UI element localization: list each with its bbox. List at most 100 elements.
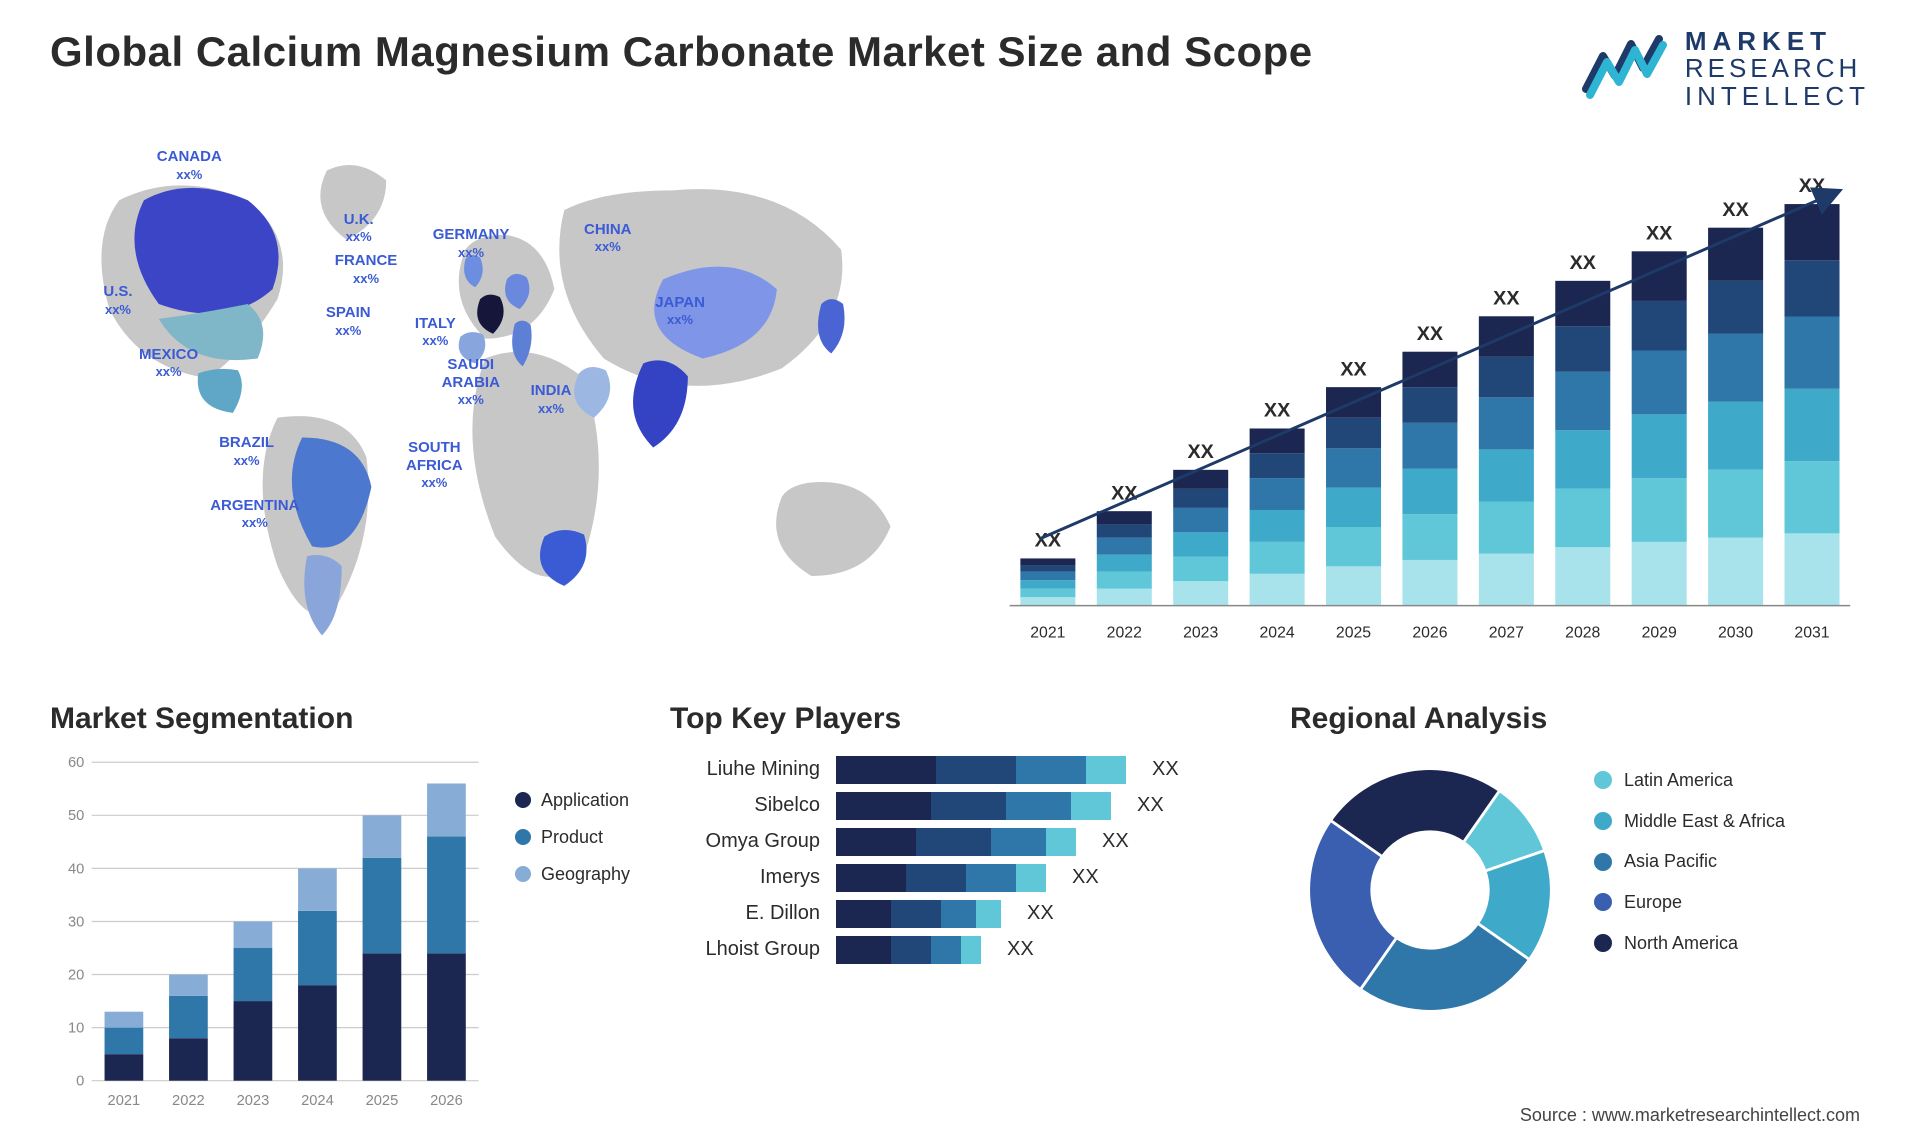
svg-text:2026: 2026	[1412, 624, 1447, 641]
player-value: XX	[1007, 938, 1034, 961]
player-row: SibelcoXX	[670, 792, 1250, 820]
bottom-row: Market Segmentation 01020304050602021202…	[50, 702, 1870, 1082]
svg-text:2023: 2023	[237, 1093, 270, 1109]
svg-text:XX: XX	[1493, 287, 1520, 309]
donut-legend-item: Latin America	[1594, 770, 1785, 791]
svg-text:XX: XX	[1417, 323, 1444, 345]
players-title: Top Key Players	[670, 702, 1250, 736]
source-attribution: Source : www.marketresearchintellect.com	[1520, 1105, 1860, 1126]
swatch-icon	[1594, 853, 1612, 871]
seg-legend-item: Product	[515, 827, 630, 848]
player-bar	[836, 864, 1046, 892]
player-value: XX	[1152, 758, 1179, 781]
growth-chart-panel: XX 2021 XX 2022 XX 2023 XX 2024 XX 2025 XX 2026 XX 20…	[980, 138, 1870, 658]
player-name: Omya Group	[670, 830, 820, 853]
donut-legend-item: Europe	[1594, 892, 1785, 913]
svg-text:2022: 2022	[1107, 624, 1142, 641]
svg-text:30: 30	[68, 914, 84, 930]
player-value: XX	[1102, 830, 1129, 853]
svg-text:50: 50	[68, 808, 84, 824]
map-label-france: FRANCExx%	[335, 252, 398, 287]
swatch-icon	[1594, 893, 1612, 911]
map-label-canada: CANADAxx%	[157, 148, 222, 183]
svg-text:XX: XX	[1570, 252, 1597, 274]
player-bar	[836, 828, 1076, 856]
player-name: Imerys	[670, 866, 820, 889]
svg-text:60: 60	[68, 755, 84, 771]
donut-legend-item: Asia Pacific	[1594, 851, 1785, 872]
svg-text:XX: XX	[1188, 441, 1215, 463]
logo-mark-icon	[1581, 34, 1671, 104]
svg-text:2024: 2024	[301, 1093, 334, 1109]
svg-text:2027: 2027	[1489, 624, 1524, 641]
svg-text:XX: XX	[1722, 199, 1749, 221]
map-label-spain: SPAINxx%	[326, 304, 371, 339]
donut-legend-item: Middle East & Africa	[1594, 811, 1785, 832]
svg-text:2025: 2025	[1336, 624, 1371, 641]
svg-text:2030: 2030	[1718, 624, 1753, 641]
player-name: Liuhe Mining	[670, 758, 820, 781]
segmentation-title: Market Segmentation	[50, 702, 630, 736]
regional-title: Regional Analysis	[1290, 702, 1870, 736]
page-header: Global Calcium Magnesium Carbonate Marke…	[50, 28, 1870, 110]
map-label-india: INDIAxx%	[531, 382, 572, 417]
player-bar	[836, 756, 1126, 784]
swatch-icon	[515, 866, 531, 882]
player-name: E. Dillon	[670, 902, 820, 925]
svg-text:XX: XX	[1799, 175, 1826, 197]
map-label-u-s-: U.S.xx%	[103, 283, 132, 318]
map-label-china: CHINAxx%	[584, 221, 632, 256]
top-row: CANADAxx% U.S.xx%MEXICOxx% BRAZILxx% ARGENT…	[50, 138, 1870, 658]
map-label-argentina: ARGENTINAxx%	[210, 497, 299, 532]
map-label-mexico: MEXICOxx%	[139, 346, 198, 381]
swatch-icon	[1594, 771, 1612, 789]
page-title: Global Calcium Magnesium Carbonate Marke…	[50, 28, 1313, 76]
seg-legend-item: Application	[515, 790, 630, 811]
svg-text:2024: 2024	[1260, 624, 1295, 641]
players-panel: Top Key Players Liuhe MiningXXSibelcoXXO…	[670, 702, 1250, 1082]
brand-logo: MARKET RESEARCH INTELLECT	[1581, 28, 1870, 110]
map-label-south-africa: SOUTHAFRICAxx%	[406, 439, 463, 491]
svg-text:2023: 2023	[1183, 624, 1218, 641]
player-row: Imerys XX	[670, 864, 1250, 892]
donut-legend-item: North America	[1594, 933, 1785, 954]
swatch-icon	[515, 792, 531, 808]
player-bar	[836, 936, 981, 964]
svg-text:2028: 2028	[1565, 624, 1600, 641]
svg-text:2029: 2029	[1642, 624, 1677, 641]
map-label-brazil: BRAZILxx%	[219, 434, 274, 469]
map-label-u-k-: U.K.xx%	[344, 211, 374, 246]
player-row: Liuhe Mining XX	[670, 756, 1250, 784]
growth-chart: XX 2021 XX 2022 XX 2023 XX 2024 XX 2025 XX 2026 XX 20…	[980, 138, 1870, 658]
players-chart: Liuhe MiningXXSibelcoXXOmya GroupXXImery…	[670, 750, 1250, 964]
map-label-saudi-arabia: SAUDIARABIAxx%	[442, 356, 500, 408]
swatch-icon	[515, 829, 531, 845]
swatch-icon	[1594, 812, 1612, 830]
segmentation-panel: Market Segmentation 01020304050602021202…	[50, 702, 630, 1082]
svg-text:2026: 2026	[430, 1093, 463, 1109]
player-bar	[836, 900, 1001, 928]
regional-donut-chart	[1290, 750, 1570, 1030]
svg-text:20: 20	[68, 967, 84, 983]
swatch-icon	[1594, 934, 1612, 952]
map-label-italy: ITALYxx%	[415, 315, 456, 350]
svg-text:2021: 2021	[108, 1093, 141, 1109]
svg-text:2022: 2022	[172, 1093, 205, 1109]
player-value: XX	[1137, 794, 1164, 817]
svg-text:10: 10	[68, 1020, 84, 1036]
svg-text:2025: 2025	[366, 1093, 399, 1109]
svg-text:XX: XX	[1340, 358, 1367, 380]
svg-text:XX: XX	[1264, 400, 1291, 422]
player-value: XX	[1027, 902, 1054, 925]
svg-text:2031: 2031	[1794, 624, 1829, 641]
regional-legend: Latin America Middle East & Africa Asia Pa…	[1594, 750, 1785, 953]
svg-text:0: 0	[76, 1073, 84, 1089]
logo-text: MARKET RESEARCH INTELLECT	[1685, 28, 1870, 110]
seg-legend-item: Geography	[515, 864, 630, 885]
segmentation-chart: 0102030405060202120222023202420252026	[50, 750, 491, 1117]
svg-text:2021: 2021	[1030, 624, 1065, 641]
player-row: Omya Group XX	[670, 828, 1250, 856]
player-row: Lhoist GroupXX	[670, 936, 1250, 964]
map-label-japan: JAPANxx%	[655, 294, 705, 329]
player-value: XX	[1072, 866, 1099, 889]
